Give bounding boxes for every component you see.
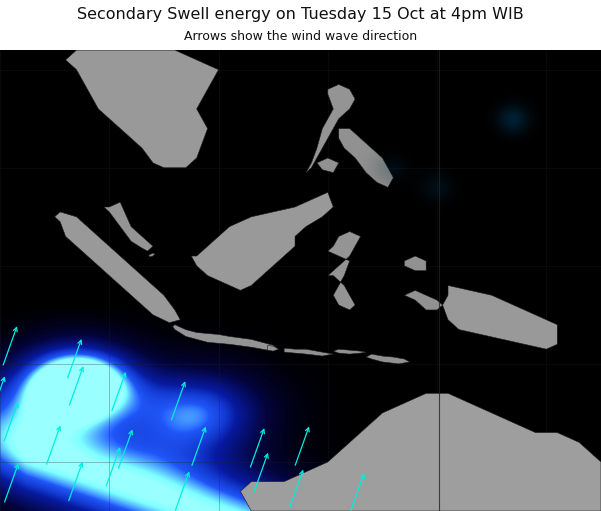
Polygon shape <box>328 231 361 310</box>
Polygon shape <box>306 84 355 173</box>
Polygon shape <box>104 202 153 251</box>
Polygon shape <box>66 50 219 168</box>
Polygon shape <box>334 349 366 354</box>
Polygon shape <box>148 253 155 257</box>
Polygon shape <box>240 393 601 511</box>
Polygon shape <box>191 192 334 290</box>
Polygon shape <box>339 129 394 188</box>
Polygon shape <box>404 256 426 271</box>
Polygon shape <box>317 158 339 173</box>
Text: Secondary Swell energy on Tuesday 15 Oct at 4pm WIB: Secondary Swell energy on Tuesday 15 Oct… <box>77 7 524 21</box>
Text: Arrows show the wind wave direction: Arrows show the wind wave direction <box>184 30 417 42</box>
Polygon shape <box>172 324 279 350</box>
Polygon shape <box>366 354 410 364</box>
Polygon shape <box>267 345 279 351</box>
Polygon shape <box>404 290 442 310</box>
Polygon shape <box>55 212 180 323</box>
Polygon shape <box>284 348 334 356</box>
Polygon shape <box>442 286 557 349</box>
